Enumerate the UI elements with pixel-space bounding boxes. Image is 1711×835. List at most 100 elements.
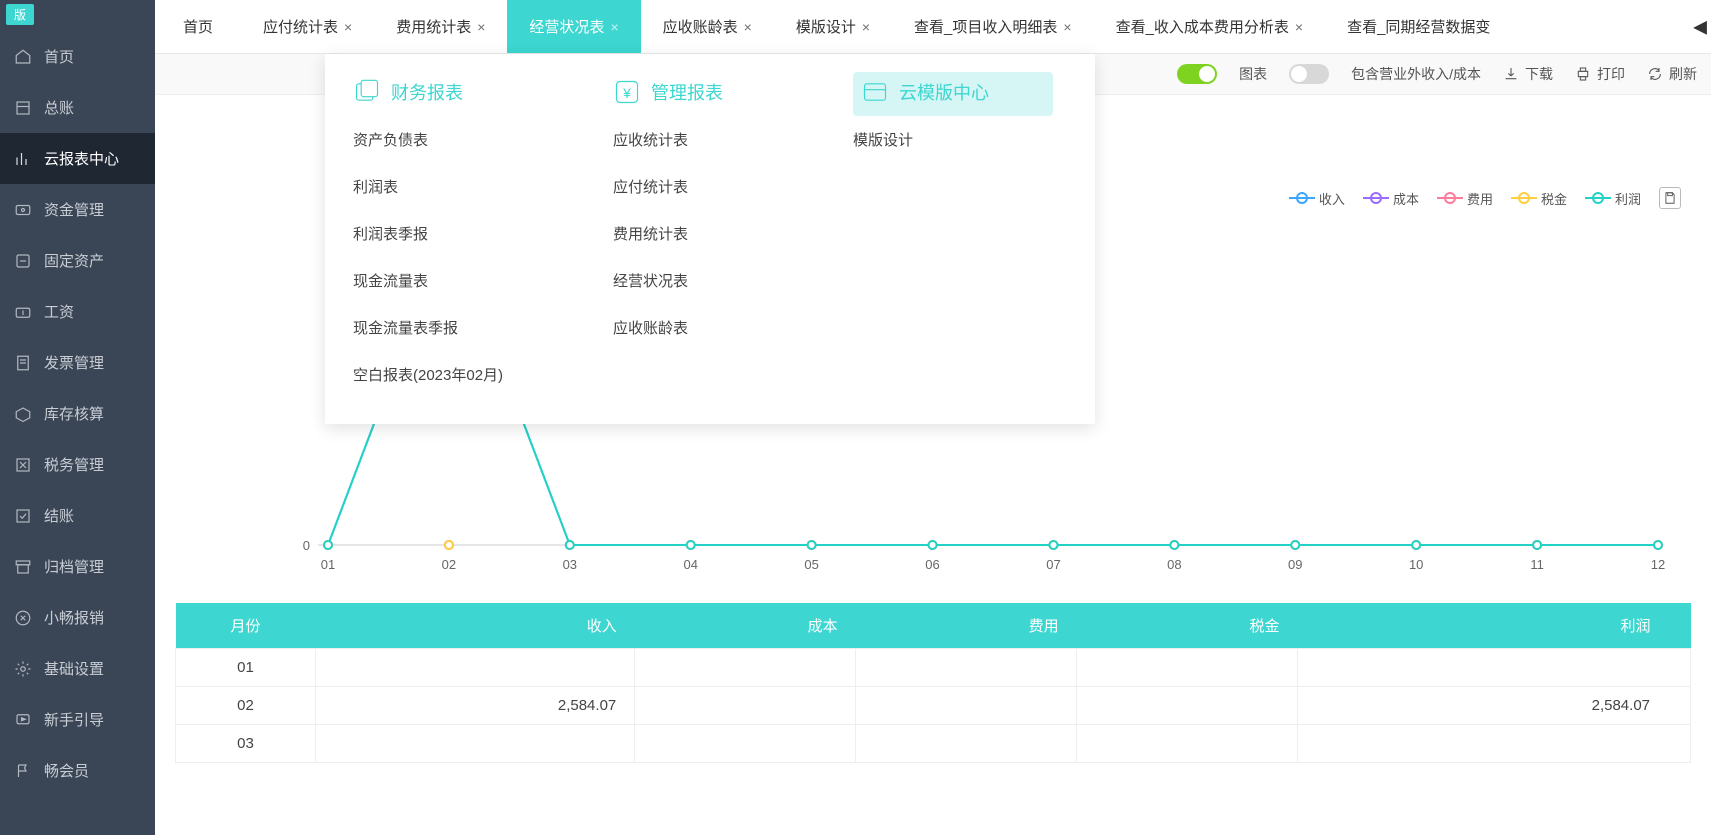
- tab-5[interactable]: 模版设计 ×: [774, 0, 892, 53]
- sidebar-item-label: 发票管理: [44, 352, 104, 373]
- mega-col-cloud: 云模版中心 模版设计: [825, 54, 1065, 398]
- tabs-scroll-left-icon[interactable]: ◀: [1693, 16, 1707, 37]
- mega-head-finance-label: 财务报表: [391, 79, 463, 105]
- legend-marker-icon: [1511, 197, 1537, 199]
- sidebar-item-asset[interactable]: 固定资产: [0, 235, 155, 286]
- legend-marker-icon: [1437, 197, 1463, 199]
- tab-4[interactable]: 应收账龄表×: [641, 0, 774, 53]
- tab-label: 查看_同期经营数据变: [1347, 16, 1490, 37]
- tab-6[interactable]: 查看_项目收入明细表×: [892, 0, 1094, 53]
- tab-1[interactable]: 应付统计表×: [241, 0, 374, 53]
- legend-label: 利润: [1615, 189, 1641, 208]
- mega-item[interactable]: 经营状况表: [613, 257, 813, 304]
- salary-icon: [14, 303, 32, 321]
- table-row: 022,584.072,584.07: [176, 687, 1691, 725]
- sidebar-item-stock[interactable]: 库存核算: [0, 388, 155, 439]
- sidebar-item-reimburse[interactable]: 小畅报销: [0, 592, 155, 643]
- mega-item[interactable]: 费用统计表: [613, 210, 813, 257]
- legend-item-1[interactable]: 成本: [1363, 189, 1419, 208]
- tab-0[interactable]: 首页: [155, 0, 241, 53]
- mega-item[interactable]: 应收统计表: [613, 116, 813, 163]
- sidebar-item-setting[interactable]: 基础设置: [0, 643, 155, 694]
- tab-8[interactable]: 查看_同期经营数据变: [1325, 0, 1512, 53]
- table-cell: 02: [176, 687, 316, 725]
- svg-text:05: 05: [804, 557, 818, 572]
- mega-item[interactable]: 应付统计表: [613, 163, 813, 210]
- legend-item-3[interactable]: 税金: [1511, 189, 1567, 208]
- legend-label: 税金: [1541, 189, 1567, 208]
- mega-item[interactable]: 现金流量表: [353, 257, 573, 304]
- tab-close-icon[interactable]: ×: [1063, 19, 1071, 35]
- mega-item[interactable]: 模版设计: [853, 116, 1053, 163]
- tab-3[interactable]: 经营状况表×: [507, 0, 640, 53]
- svg-text:03: 03: [563, 557, 577, 572]
- ledger-icon: [14, 99, 32, 117]
- report-card-icon: [861, 78, 889, 106]
- svg-text:08: 08: [1167, 557, 1181, 572]
- legend-item-2[interactable]: 费用: [1437, 189, 1493, 208]
- tab-close-icon[interactable]: ×: [862, 19, 870, 35]
- tab-close-icon[interactable]: ×: [610, 19, 618, 35]
- sidebar-item-label: 税务管理: [44, 454, 104, 475]
- fund-icon: [14, 201, 32, 219]
- tab-label: 首页: [183, 16, 213, 37]
- tab-close-icon[interactable]: ×: [477, 19, 485, 35]
- sidebar-item-label: 首页: [44, 46, 74, 67]
- sidebar-item-fund[interactable]: 资金管理: [0, 184, 155, 235]
- tab-label: 模版设计: [796, 16, 856, 37]
- tab-7[interactable]: 查看_收入成本费用分析表×: [1094, 0, 1326, 53]
- sidebar-item-ledger[interactable]: 总账: [0, 82, 155, 133]
- sidebar-item-report[interactable]: 云报表中心: [0, 133, 155, 184]
- sidebar-item-label: 小畅报销: [44, 607, 104, 628]
- svg-text:¥: ¥: [622, 85, 631, 101]
- mega-head-finance: 财务报表: [353, 72, 573, 116]
- sidebar-item-home[interactable]: 首页: [0, 31, 155, 82]
- tab-close-icon[interactable]: ×: [1295, 19, 1303, 35]
- refresh-button[interactable]: 刷新: [1647, 64, 1697, 84]
- sidebar-item-close[interactable]: 结账: [0, 490, 155, 541]
- sidebar-item-archive[interactable]: 归档管理: [0, 541, 155, 592]
- table-cell: [1298, 649, 1691, 687]
- chart-toggle[interactable]: [1177, 64, 1217, 84]
- sidebar-item-label: 畅会员: [44, 760, 89, 781]
- tab-label: 费用统计表: [396, 16, 471, 37]
- sidebar-item-label: 结账: [44, 505, 74, 526]
- extra-income-toggle[interactable]: [1289, 64, 1329, 84]
- table-cell: [856, 649, 1077, 687]
- mega-item[interactable]: 现金流量表季报: [353, 304, 573, 351]
- home-icon: [14, 48, 32, 66]
- mega-item[interactable]: 应收账龄表: [613, 304, 813, 351]
- sidebar-item-guide[interactable]: 新手引导: [0, 694, 155, 745]
- report-stack-icon: [353, 78, 381, 106]
- tab-2[interactable]: 费用统计表 ×: [374, 0, 507, 53]
- mega-head-cloud[interactable]: 云模版中心: [853, 72, 1053, 116]
- sidebar-item-salary[interactable]: 工资: [0, 286, 155, 337]
- sidebar-item-tax[interactable]: 税务管理: [0, 439, 155, 490]
- legend-save-icon[interactable]: [1659, 187, 1681, 209]
- legend-item-4[interactable]: 利润: [1585, 189, 1641, 208]
- tax-icon: [14, 456, 32, 474]
- vip-icon: [14, 762, 32, 780]
- mega-item[interactable]: 资产负债表: [353, 116, 573, 163]
- mega-col-finance: 财务报表 资产负债表利润表利润表季报现金流量表现金流量表季报空白报表(2023年…: [325, 54, 585, 398]
- tab-close-icon[interactable]: ×: [744, 19, 752, 35]
- sidebar-item-invoice[interactable]: 发票管理: [0, 337, 155, 388]
- download-button[interactable]: 下载: [1503, 64, 1553, 84]
- sidebar-item-label: 工资: [44, 301, 74, 322]
- tab-close-icon[interactable]: ×: [344, 19, 352, 35]
- sidebar-item-vip[interactable]: 畅会员: [0, 745, 155, 796]
- mega-item[interactable]: 空白报表(2023年02月): [353, 351, 573, 398]
- sidebar-item-label: 云报表中心: [44, 148, 119, 169]
- mega-item[interactable]: 利润表季报: [353, 210, 573, 257]
- mega-head-manage-label: 管理报表: [651, 79, 723, 105]
- table-cell: [635, 649, 856, 687]
- table-row: 01: [176, 649, 1691, 687]
- print-button[interactable]: 打印: [1575, 64, 1625, 84]
- svg-text:07: 07: [1046, 557, 1060, 572]
- mega-item[interactable]: 利润表: [353, 163, 573, 210]
- sidebar-item-label: 基础设置: [44, 658, 104, 679]
- mega-col-manage: ¥ 管理报表 应收统计表应付统计表费用统计表经营状况表应收账龄表: [585, 54, 825, 398]
- svg-text:11: 11: [1530, 557, 1544, 572]
- legend-item-0[interactable]: 收入: [1289, 189, 1345, 208]
- table-row: 03: [176, 725, 1691, 763]
